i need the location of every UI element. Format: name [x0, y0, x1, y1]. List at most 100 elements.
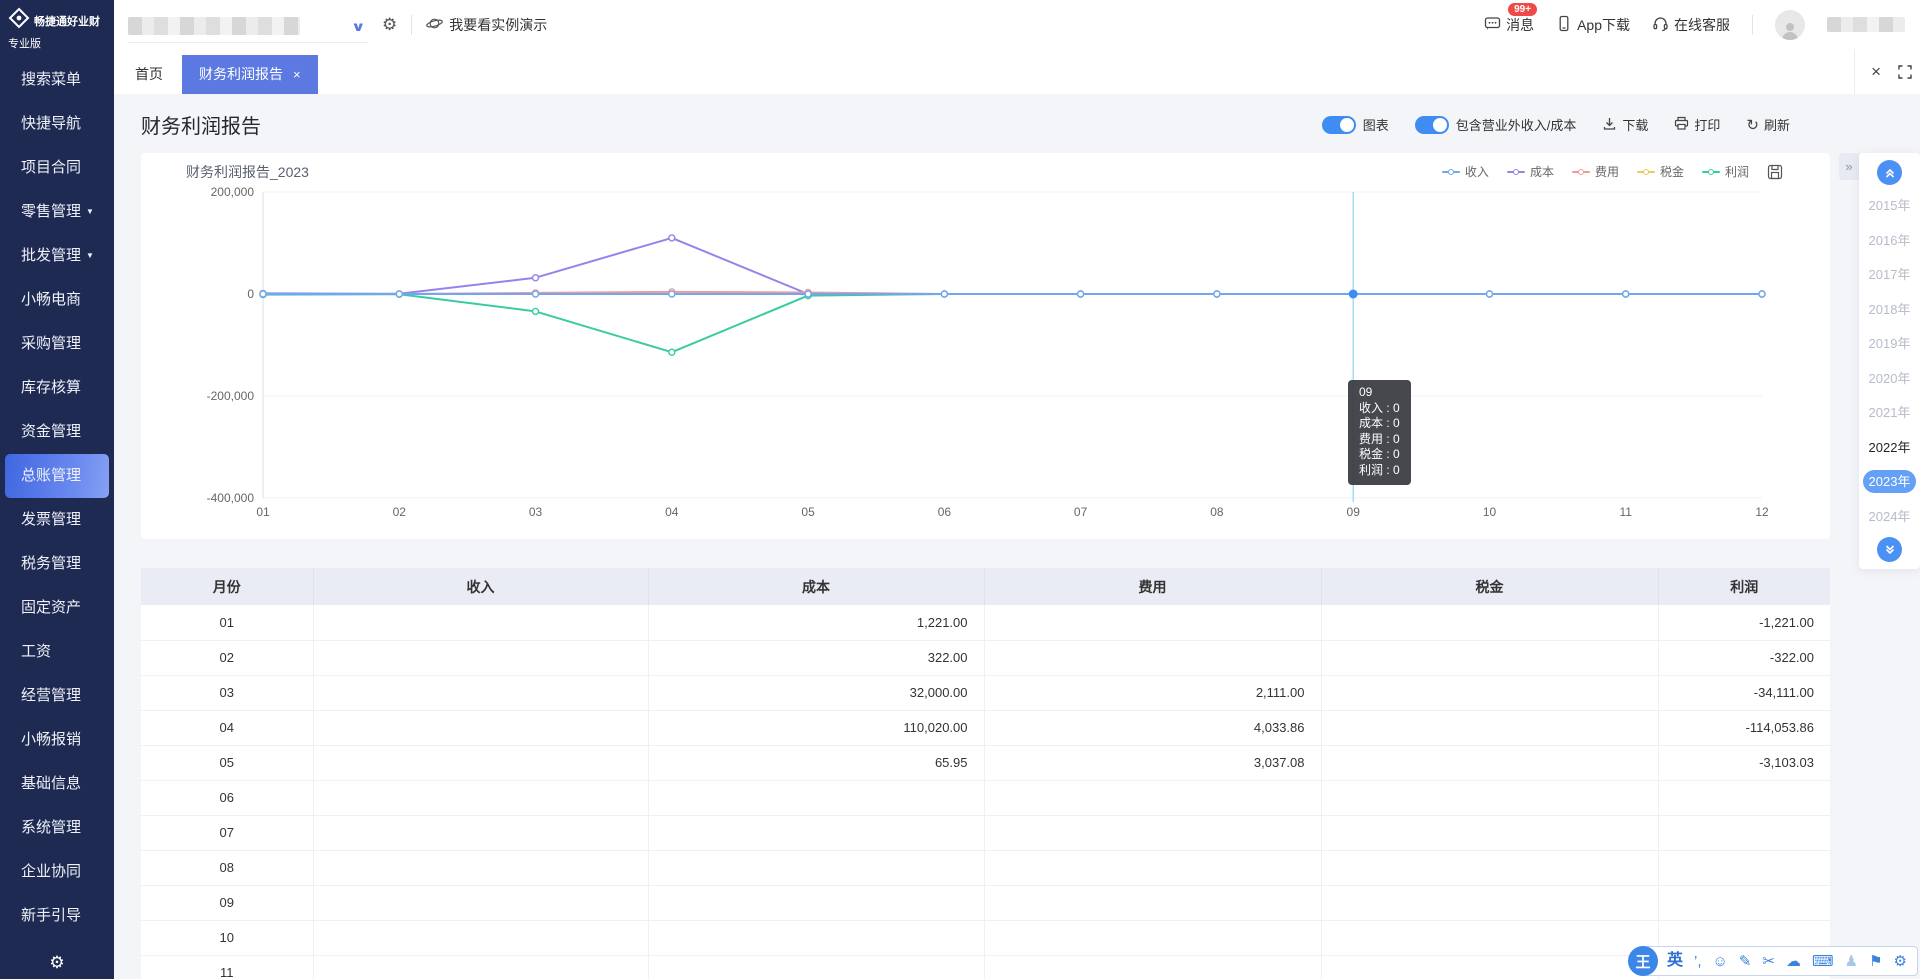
tab-bar: 首页 财务利润报告 × ×: [114, 49, 1920, 94]
value-cell: [313, 605, 649, 641]
keyboard-icon[interactable]: ⌨: [1811, 952, 1834, 970]
year-item[interactable]: 2022年: [1868, 439, 1911, 455]
sidebar-item[interactable]: 采购管理: [21, 335, 82, 352]
legend-item[interactable]: 利润: [1701, 163, 1749, 180]
shirt-icon[interactable]: ⚑: [1869, 952, 1883, 970]
legend-item[interactable]: 费用: [1571, 163, 1619, 180]
app-download-button[interactable]: App下载: [1556, 15, 1630, 35]
save-image-icon[interactable]: [1767, 164, 1783, 180]
demo-link-label: 我要看实例演示: [449, 16, 548, 33]
sidebar-item[interactable]: 新手引导: [21, 907, 82, 924]
chevron-down-icon: ∨: [351, 18, 367, 34]
ime-logo-icon[interactable]: 王: [1627, 946, 1658, 976]
download-button[interactable]: 下载: [1602, 115, 1648, 134]
sidebar-item[interactable]: 工资: [21, 643, 52, 660]
sidebar-item[interactable]: 小畅报销: [21, 731, 82, 748]
emoji-icon[interactable]: ☺: [1712, 952, 1728, 970]
sidebar-item[interactable]: 小畅电商: [21, 291, 82, 308]
value-cell: [1321, 850, 1659, 886]
pencil-icon[interactable]: ✎: [1738, 952, 1752, 970]
sidebar-item[interactable]: 发票管理: [21, 511, 82, 528]
refresh-button[interactable]: ↻ 刷新: [1746, 115, 1790, 134]
sidebar-item[interactable]: 企业协同: [21, 863, 82, 880]
value-cell: [313, 815, 649, 851]
value-cell: 4,033.86: [984, 710, 1322, 746]
years-scroll-down-button[interactable]: [1877, 537, 1902, 562]
sidebar-settings-gear-icon[interactable]: ⚙: [49, 953, 65, 972]
messages-button[interactable]: 99+ 消息: [1484, 2, 1538, 35]
year-item[interactable]: 2021年: [1868, 405, 1911, 421]
svg-text:-200,000: -200,000: [207, 389, 255, 403]
scissors-icon[interactable]: ✂: [1762, 952, 1775, 970]
year-item[interactable]: 2023年: [1863, 470, 1916, 494]
english-mode-icon[interactable]: 英: [1666, 952, 1683, 969]
tab[interactable]: 首页: [135, 66, 163, 82]
avatar[interactable]: [1775, 9, 1805, 40]
table-header-cell: 月份: [141, 568, 314, 605]
month-cell: 01: [141, 605, 314, 641]
sidebar-item[interactable]: 批发管理 ▼: [21, 247, 94, 264]
svg-text:200,000: 200,000: [211, 185, 255, 199]
sidebar-item[interactable]: 基础信息: [21, 775, 82, 792]
header: ∨ ⚙ 我要看实例演示 99+: [114, 0, 1920, 94]
sidebar-item[interactable]: 资金管理: [21, 423, 82, 440]
table-row: 07: [141, 815, 1830, 851]
legend-item[interactable]: 税金: [1636, 163, 1684, 180]
settings-gear-icon[interactable]: ⚙: [382, 14, 398, 34]
support-button[interactable]: 在线客服: [1652, 15, 1730, 35]
month-cell: 08: [141, 850, 314, 886]
fullscreen-icon[interactable]: [1898, 64, 1912, 79]
legend-item[interactable]: 收入: [1441, 163, 1489, 180]
value-cell: [313, 675, 649, 711]
include-nonoperating-toggle[interactable]: [1414, 115, 1449, 134]
print-button[interactable]: 打印: [1674, 115, 1720, 134]
tab[interactable]: 财务利润报告 ×: [182, 55, 318, 94]
gear-icon[interactable]: ⚙: [1893, 952, 1907, 970]
main-content: 财务利润报告 图表 包含营业外收入/成本 下载: [114, 94, 1920, 979]
sidebar-item[interactable]: 搜索菜单: [21, 71, 82, 88]
month-cell: 04: [141, 710, 314, 746]
year-item[interactable]: 2019年: [1868, 336, 1911, 352]
download-label: 下载: [1622, 118, 1649, 133]
year-item[interactable]: 2015年: [1868, 198, 1911, 213]
sidebar-item[interactable]: 经营管理: [21, 687, 82, 704]
sidebar-item[interactable]: 快捷导航: [21, 115, 82, 132]
value-cell: [648, 815, 985, 851]
year-item[interactable]: 2020年: [1868, 370, 1911, 386]
sidebar-item[interactable]: 零售管理 ▼: [21, 203, 94, 220]
svg-text:0: 0: [247, 287, 254, 301]
value-cell: -34,111.00: [1658, 675, 1830, 711]
punctuation-icon[interactable]: ’,: [1694, 952, 1702, 970]
sidebar-item[interactable]: 系统管理: [21, 819, 82, 836]
divider: [1752, 14, 1753, 35]
value-cell: 110,020.00: [648, 710, 985, 746]
sidebar-item[interactable]: 税务管理: [21, 555, 82, 572]
value-cell: [1321, 710, 1659, 746]
chevron-down-icon: ▼: [86, 207, 94, 216]
legend-item[interactable]: 成本: [1506, 163, 1554, 180]
tab-close-icon[interactable]: ×: [293, 67, 301, 82]
years-scroll-up-button[interactable]: [1877, 160, 1902, 185]
sidebar-item[interactable]: 总账管理: [5, 454, 109, 498]
company-name-redacted: [128, 16, 300, 35]
sidebar-item[interactable]: 项目合同: [21, 159, 82, 176]
year-item[interactable]: 2016年: [1868, 232, 1911, 248]
demo-link[interactable]: 我要看实例演示: [426, 15, 547, 35]
value-cell: -1,221.00: [1658, 605, 1830, 641]
close-all-tabs-icon[interactable]: ×: [1871, 61, 1881, 81]
phone-icon: [1556, 15, 1572, 35]
year-item[interactable]: 2017年: [1868, 267, 1911, 283]
cloud-icon[interactable]: ☁: [1785, 952, 1801, 970]
value-cell: [1321, 640, 1659, 676]
month-cell: 11: [141, 955, 314, 979]
chart-toggle[interactable]: [1321, 115, 1356, 134]
sidebar-item[interactable]: 库存核算: [21, 379, 82, 396]
person-icon[interactable]: ♟: [1844, 952, 1859, 970]
year-item[interactable]: 2024年: [1868, 508, 1911, 524]
year-panel-collapse-handle[interactable]: »: [1839, 153, 1859, 180]
value-cell: [313, 640, 649, 676]
company-selector[interactable]: ∨: [128, 16, 368, 43]
sidebar-item[interactable]: 固定资产: [21, 599, 82, 616]
year-item[interactable]: 2018年: [1868, 301, 1911, 317]
